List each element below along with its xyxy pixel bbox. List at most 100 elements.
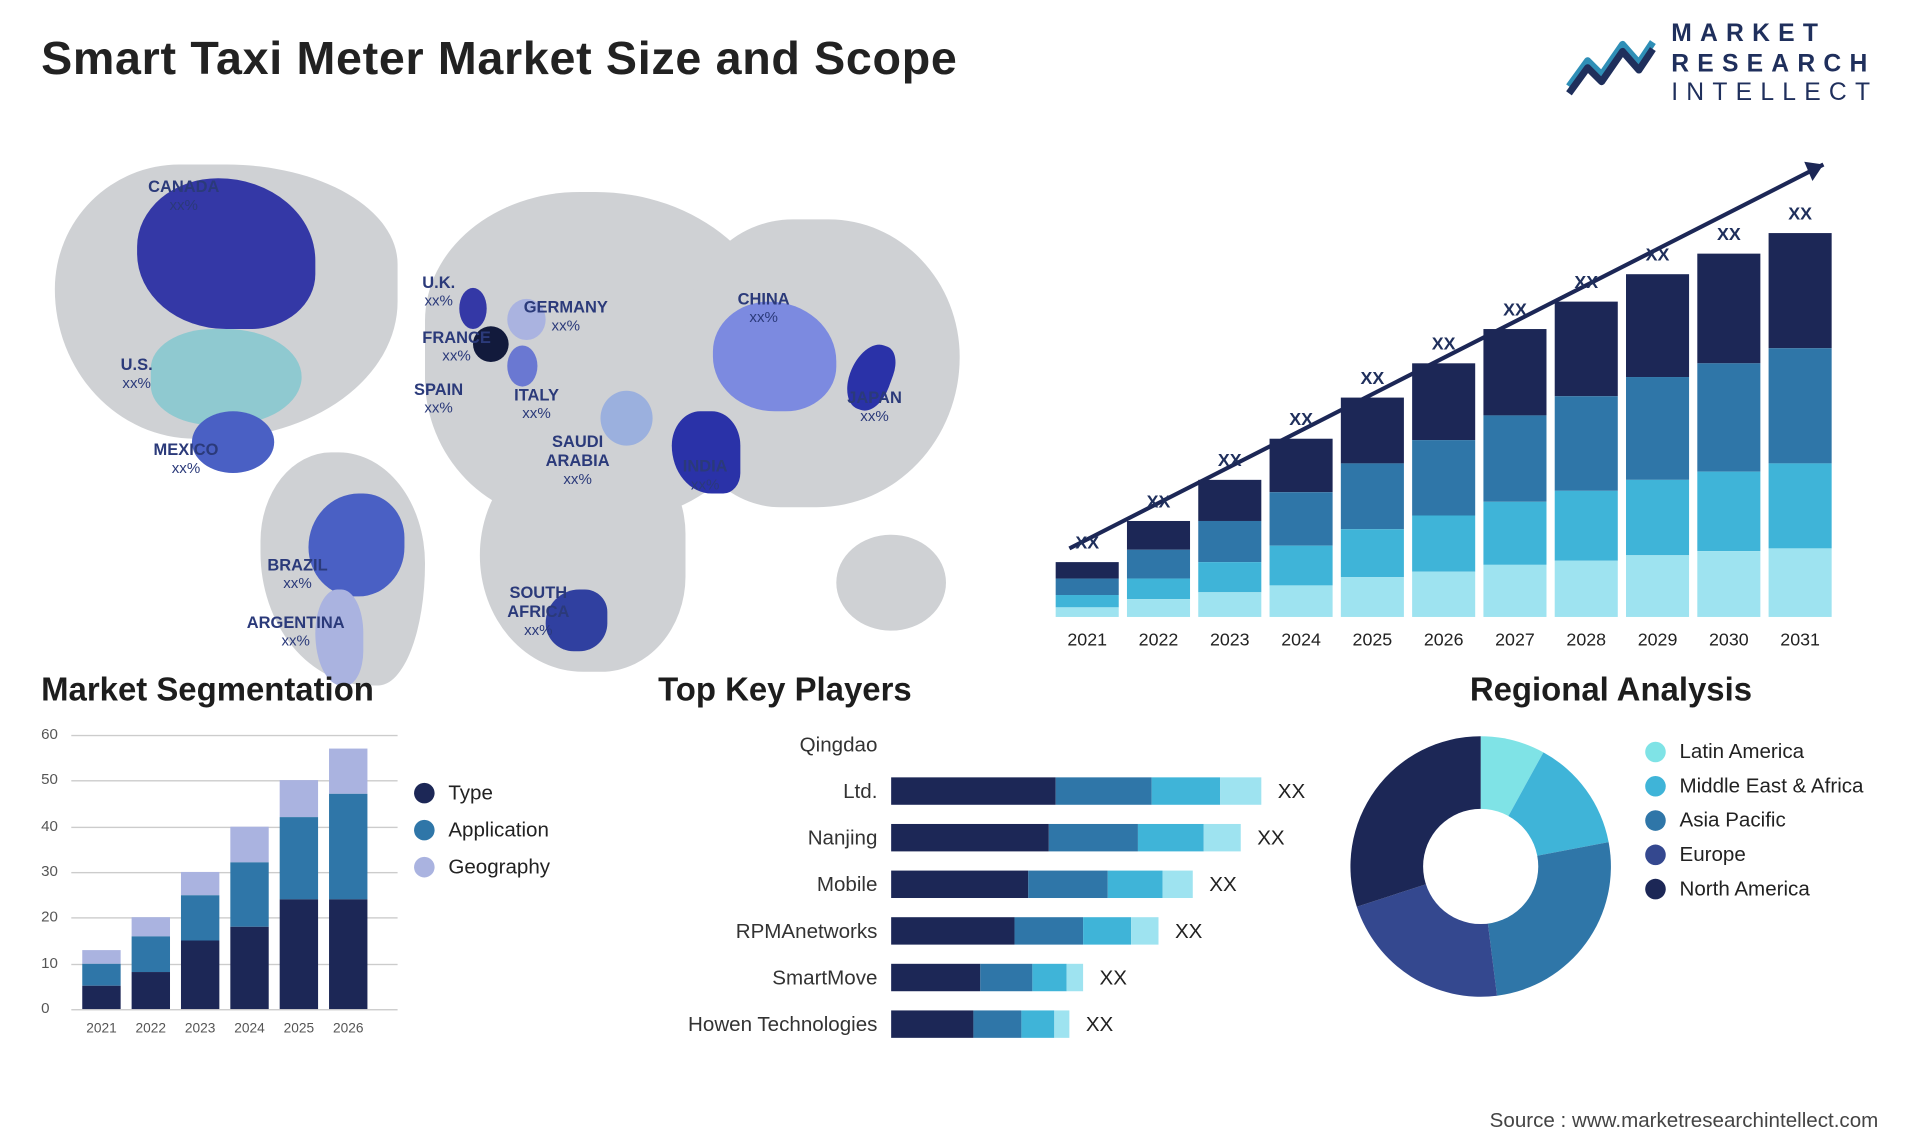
yearly-bar: XX bbox=[1626, 274, 1689, 617]
regional-legend-item: Europe bbox=[1645, 843, 1863, 866]
regional-legend-item: Middle East & Africa bbox=[1645, 775, 1863, 798]
seg-xtick: 2025 bbox=[280, 1021, 318, 1036]
logo-text: MARKET RESEARCH INTELLECT bbox=[1671, 19, 1878, 108]
seg-bar bbox=[230, 826, 268, 1009]
player-name: Howen Technologies bbox=[658, 1012, 891, 1035]
world-map: CANADAxx% U.S.xx% MEXICOxx% BRAZILxx% ARGENT… bbox=[41, 123, 1001, 658]
bar-value-label: XX bbox=[1127, 491, 1190, 512]
bar-value-label: XX bbox=[1769, 203, 1832, 224]
player-value: XX bbox=[1257, 826, 1284, 849]
player-bar bbox=[891, 824, 1241, 851]
player-bar bbox=[891, 917, 1158, 944]
key-players-chart: QingdaoLtd.XXNanjingXXMobileXXRPMAnetwor… bbox=[658, 721, 1344, 1047]
bar-value-label: XX bbox=[1341, 367, 1404, 388]
yearly-bar: XX bbox=[1483, 329, 1546, 617]
player-row: Qingdao bbox=[658, 721, 1344, 768]
map-label-south-africa: SOUTHAFRICAxx% bbox=[507, 584, 569, 639]
map-label-france: FRANCExx% bbox=[422, 329, 491, 365]
player-name: Ltd. bbox=[658, 779, 891, 802]
map-label-china: CHINAxx% bbox=[738, 291, 790, 327]
map-label-u-s-: U.S.xx% bbox=[121, 356, 153, 392]
seg-ytick: 50 bbox=[41, 772, 58, 788]
map-label-u-k-: U.K.xx% bbox=[422, 274, 455, 310]
player-row: MobileXX bbox=[658, 861, 1344, 908]
player-value: XX bbox=[1278, 779, 1305, 802]
seg-bar bbox=[329, 749, 367, 1009]
bar-value-label: XX bbox=[1626, 244, 1689, 265]
year-tick: 2029 bbox=[1626, 629, 1689, 650]
yearly-bar: XX bbox=[1555, 302, 1618, 617]
year-tick: 2028 bbox=[1555, 629, 1618, 650]
seg-ytick: 0 bbox=[41, 1001, 49, 1017]
seg-legend-item: Type bbox=[414, 781, 550, 804]
map-label-india: INDIAxx% bbox=[683, 458, 728, 494]
player-value: XX bbox=[1209, 873, 1236, 896]
year-tick: 2024 bbox=[1270, 629, 1333, 650]
seg-xtick: 2026 bbox=[329, 1021, 367, 1036]
regional-donut-chart bbox=[1344, 729, 1618, 1003]
year-tick: 2021 bbox=[1056, 629, 1119, 650]
map-label-argentina: ARGENTINAxx% bbox=[247, 614, 345, 650]
player-bar bbox=[891, 1010, 1069, 1037]
segmentation-panel: Market Segmentation 0102030405060 202120… bbox=[41, 672, 658, 1070]
map-label-brazil: BRAZILxx% bbox=[267, 557, 327, 593]
map-label-italy: ITALYxx% bbox=[514, 387, 559, 423]
regional-legend-item: Latin America bbox=[1645, 740, 1863, 763]
page-title: Smart Taxi Meter Market Size and Scope bbox=[41, 33, 957, 86]
key-players-panel: Top Key Players QingdaoLtd.XXNanjingXXMo… bbox=[658, 672, 1344, 1070]
year-tick: 2022 bbox=[1127, 629, 1190, 650]
year-tick: 2026 bbox=[1412, 629, 1475, 650]
seg-ytick: 20 bbox=[41, 909, 58, 925]
bar-value-label: XX bbox=[1270, 409, 1333, 430]
regional-panel: Regional Analysis Latin America Middle Ea… bbox=[1344, 672, 1879, 1070]
map-label-spain: SPAINxx% bbox=[414, 381, 463, 417]
seg-legend-item: Application bbox=[414, 818, 550, 841]
yearly-bar: XX bbox=[1341, 398, 1404, 617]
player-value: XX bbox=[1100, 966, 1127, 989]
seg-bar bbox=[280, 781, 318, 1009]
seg-xtick: 2021 bbox=[82, 1021, 120, 1036]
player-bar bbox=[891, 964, 1083, 991]
player-name: SmartMove bbox=[658, 966, 891, 989]
player-bar bbox=[891, 777, 1261, 804]
player-row: Ltd. XX bbox=[658, 768, 1344, 815]
seg-xtick: 2024 bbox=[230, 1021, 268, 1036]
bar-value-label: XX bbox=[1056, 532, 1119, 553]
segmentation-title: Market Segmentation bbox=[41, 672, 658, 710]
map-label-saudi-arabia: SAUDIARABIAxx% bbox=[546, 433, 610, 488]
player-row: Howen TechnologiesXX bbox=[658, 1001, 1344, 1048]
seg-ytick: 30 bbox=[41, 864, 58, 880]
year-tick: 2027 bbox=[1483, 629, 1546, 650]
segmentation-legend: Type Application Geography bbox=[414, 768, 550, 893]
bar-value-label: XX bbox=[1555, 271, 1618, 292]
player-row: SmartMove XX bbox=[658, 954, 1344, 1001]
map-label-germany: GERMANYxx% bbox=[524, 299, 608, 335]
year-tick: 2031 bbox=[1769, 629, 1832, 650]
year-tick: 2023 bbox=[1198, 629, 1261, 650]
brand-logo: MARKET RESEARCH INTELLECT bbox=[1564, 19, 1878, 108]
year-tick: 2025 bbox=[1341, 629, 1404, 650]
segmentation-chart: 0102030405060 202120222023202420252026 bbox=[41, 721, 397, 1036]
player-name: Qingdao bbox=[658, 733, 891, 756]
seg-bar bbox=[181, 872, 219, 1009]
player-row: NanjingXX bbox=[658, 814, 1344, 861]
seg-legend-item: Geography bbox=[414, 856, 550, 879]
yearly-bar: XX bbox=[1056, 562, 1119, 617]
seg-xtick: 2022 bbox=[132, 1021, 170, 1036]
seg-bar bbox=[82, 950, 120, 1009]
yearly-bar: XX bbox=[1412, 363, 1475, 617]
yearly-bar: XX bbox=[1270, 439, 1333, 617]
bar-value-label: XX bbox=[1697, 223, 1760, 244]
map-label-canada: CANADAxx% bbox=[148, 178, 219, 214]
seg-ytick: 40 bbox=[41, 818, 58, 834]
regional-title: Regional Analysis bbox=[1344, 672, 1879, 710]
bar-value-label: XX bbox=[1483, 299, 1546, 320]
regional-legend-item: North America bbox=[1645, 877, 1863, 900]
player-row: RPMAnetworksXX bbox=[658, 908, 1344, 955]
key-players-title: Top Key Players bbox=[658, 672, 1344, 710]
player-value: XX bbox=[1175, 919, 1202, 942]
seg-ytick: 10 bbox=[41, 955, 58, 971]
seg-xtick: 2023 bbox=[181, 1021, 219, 1036]
yearly-bar: XX bbox=[1198, 480, 1261, 617]
map-label-mexico: MEXICOxx% bbox=[154, 441, 219, 477]
